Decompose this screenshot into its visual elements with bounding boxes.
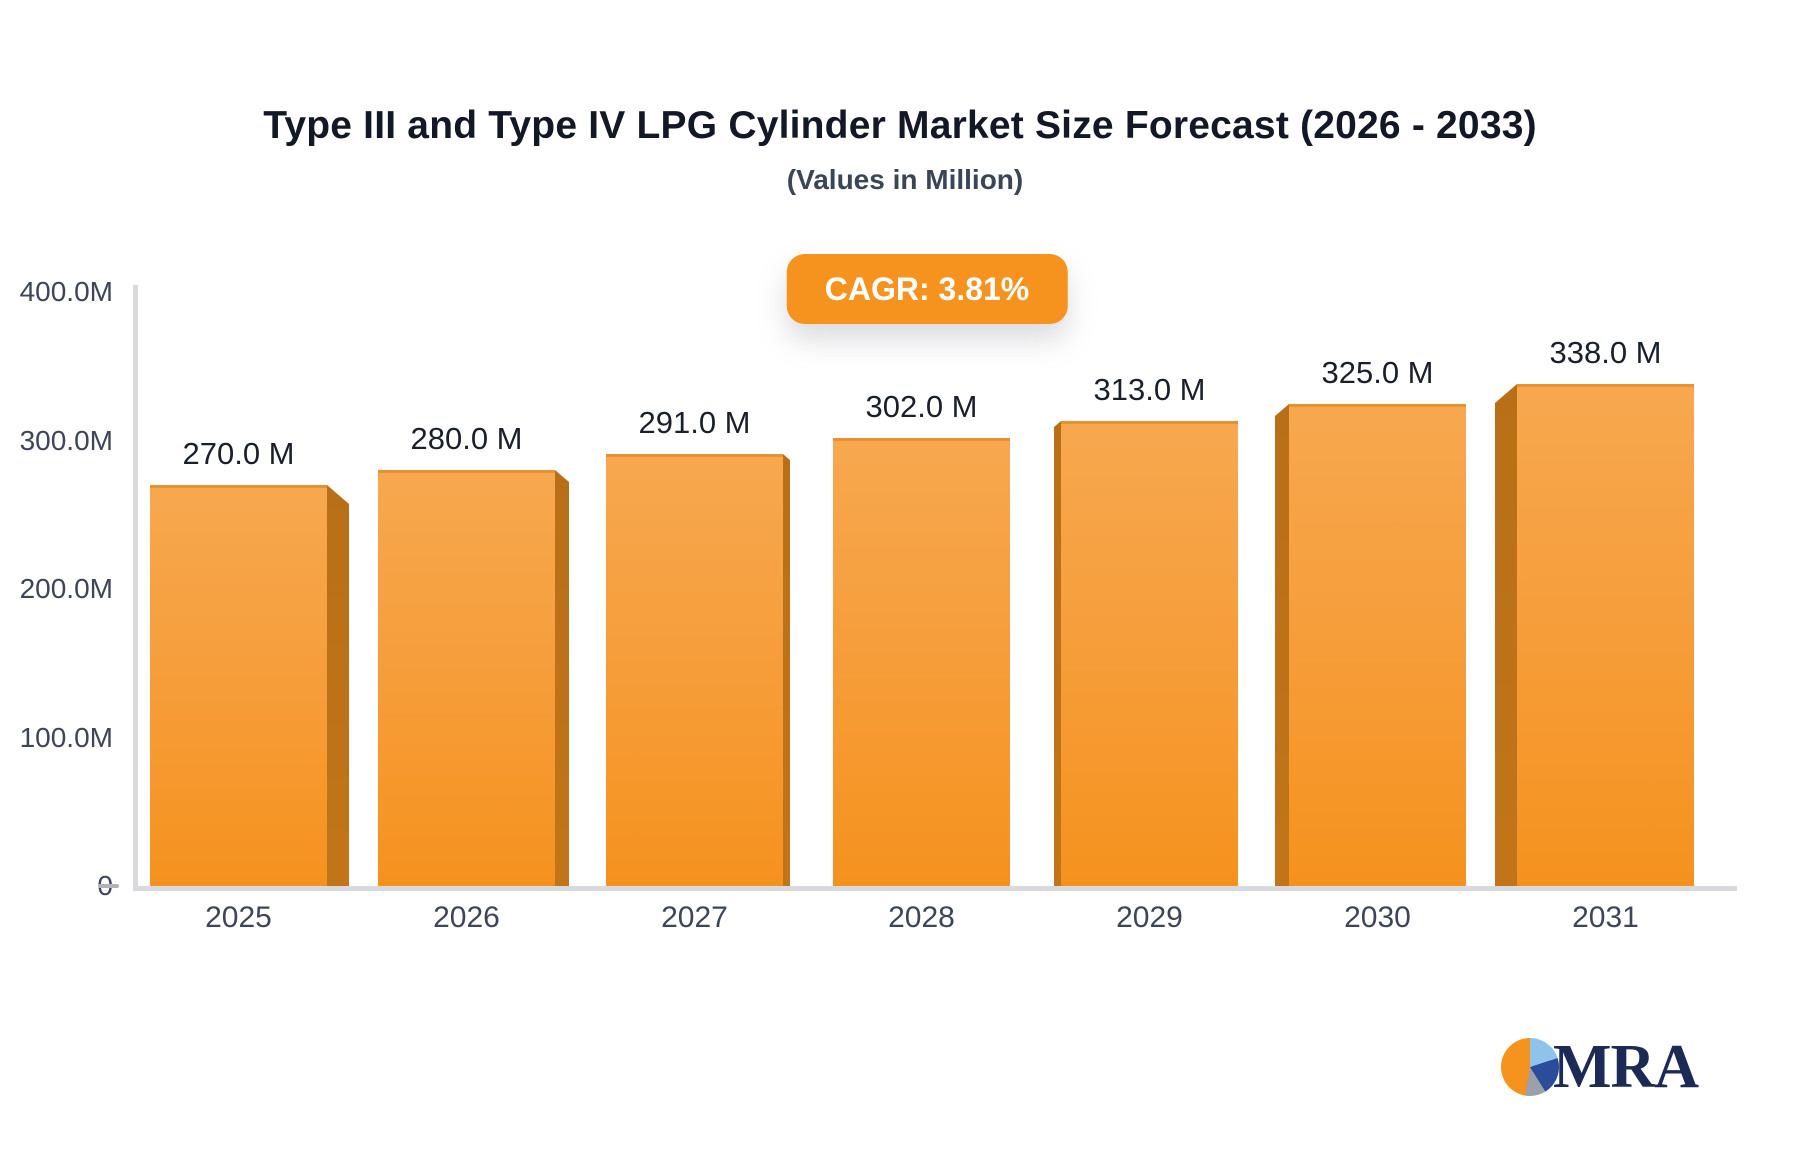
y-axis-label: 100.0M <box>19 721 113 753</box>
bar-side-face <box>783 454 790 886</box>
bar-2026 <box>378 470 555 886</box>
bar-2027 <box>606 454 783 886</box>
bar-value-label: 280.0 M <box>410 421 523 456</box>
bar-2028 <box>833 438 1010 886</box>
cagr-badge: CAGR: 3.81% <box>786 254 1068 324</box>
bar-side-face <box>1495 384 1517 886</box>
bar-value-label: 313.0 M <box>1093 372 1206 407</box>
x-axis-label: 2025 <box>205 901 272 934</box>
x-axis-label: 2031 <box>1572 901 1639 934</box>
chart-subtitle: (Values in Million) <box>786 164 1024 195</box>
bar-value-label: 302.0 M <box>865 389 978 424</box>
y-axis-label: 200.0M <box>19 573 113 605</box>
y-axis-label: 400.0M <box>19 276 113 308</box>
bar-value-label: 270.0 M <box>182 436 295 471</box>
x-axis-label: 2028 <box>888 901 955 934</box>
bar-value-label: 291.0 M <box>638 405 751 440</box>
bar-2029 <box>1061 421 1238 886</box>
bar-side-face <box>327 485 349 886</box>
bar-side-face <box>1275 404 1289 886</box>
bar-2025 <box>150 485 327 886</box>
bar-value-label: 325.0 M <box>1321 355 1434 390</box>
bar-side-face <box>555 470 569 886</box>
x-axis-label: 2026 <box>433 901 500 934</box>
bar-2030 <box>1289 404 1466 886</box>
y-axis-label: 0 <box>0 869 113 903</box>
chart-title: Type III and Type IV LPG Cylinder Market… <box>263 104 1537 147</box>
x-axis-label: 2027 <box>661 901 728 934</box>
x-axis-label: 2029 <box>1116 901 1183 934</box>
pie-chart-icon <box>1501 1038 1559 1096</box>
bar-side-face <box>1054 421 1061 886</box>
x-axis-label: 2030 <box>1344 901 1411 934</box>
x-axis-line <box>133 886 1737 891</box>
brand-logo: MRA <box>1501 1033 1699 1101</box>
y-axis-line <box>133 285 138 891</box>
bar-2031 <box>1517 384 1694 886</box>
brand-logo-text: MRA <box>1553 1033 1699 1101</box>
zero-tick-mark <box>98 884 119 888</box>
y-axis-label: 300.0M <box>19 424 113 456</box>
bar-value-label: 338.0 M <box>1549 335 1662 370</box>
